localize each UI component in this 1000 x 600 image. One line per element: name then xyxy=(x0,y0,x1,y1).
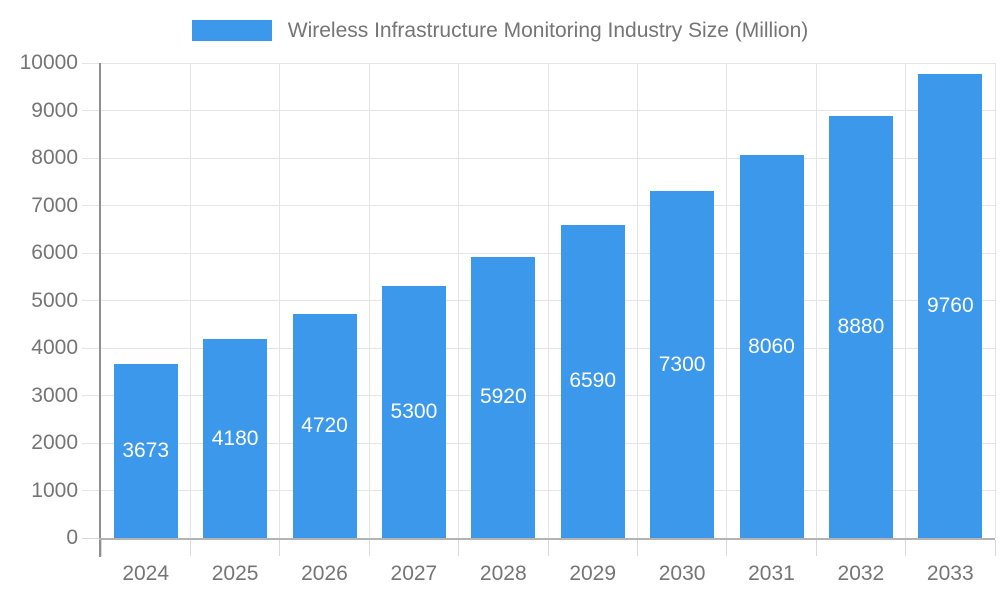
bar-value-label: 7300 xyxy=(658,352,706,376)
y-axis-label: 9000 xyxy=(31,98,78,122)
bar-value-label: 5920 xyxy=(479,385,527,409)
y-axis-label: 1000 xyxy=(31,478,78,502)
y-gridline xyxy=(82,395,995,396)
x-gridline xyxy=(636,63,638,538)
bar-2026[interactable]: 4720 xyxy=(292,313,357,538)
bar-value-label: 4720 xyxy=(301,413,348,437)
bar-value-label: 6590 xyxy=(569,369,617,393)
y-axis-label: 7000 xyxy=(31,193,78,217)
x-gridline xyxy=(368,63,370,538)
x-axis-label: 2025 xyxy=(211,562,259,585)
bar-value-label: 8060 xyxy=(748,334,795,358)
x-axis-label: 2027 xyxy=(390,562,438,585)
x-axis-label: 2024 xyxy=(122,562,170,585)
x-axis-label: 2028 xyxy=(479,562,527,585)
bar-2025[interactable]: 4180 xyxy=(203,339,268,538)
x-gridline xyxy=(547,63,549,538)
x-axis-label: 2031 xyxy=(748,562,795,585)
legend-label: Wireless Infrastructure Monitoring Indus… xyxy=(287,19,809,42)
x-axis-tick xyxy=(994,540,996,556)
bar-value-label: 9760 xyxy=(926,294,974,318)
chart-legend[interactable]: Wireless Infrastructure Monitoring Indus… xyxy=(0,18,1000,43)
y-axis-label: 8000 xyxy=(31,146,78,169)
bar-value-label: 5300 xyxy=(390,400,438,424)
bar-2030[interactable]: 7300 xyxy=(650,191,715,538)
y-gridline xyxy=(82,62,995,64)
x-axis-label: 2026 xyxy=(301,562,348,585)
y-axis-label: 0 xyxy=(66,526,78,549)
x-axis-label: 2032 xyxy=(837,562,885,585)
y-gridline xyxy=(82,442,995,444)
y-gridline xyxy=(82,157,995,159)
y-axis-label: 2000 xyxy=(31,431,78,454)
x-axis-line xyxy=(99,538,995,540)
bar-value-label: 8880 xyxy=(837,315,885,339)
bar-value-label: 3673 xyxy=(122,438,170,462)
x-axis-tick xyxy=(726,540,728,556)
bar-2033[interactable]: 9760 xyxy=(918,74,983,538)
bar-2027[interactable]: 5300 xyxy=(381,286,446,538)
x-axis-label: 2033 xyxy=(926,562,974,585)
x-gridline xyxy=(458,63,460,538)
y-axis-label: 4000 xyxy=(31,336,78,359)
bar-value-label: 4180 xyxy=(211,426,259,450)
x-gridline xyxy=(905,63,907,538)
bar-2031[interactable]: 8060 xyxy=(739,155,804,538)
x-axis-label: 2029 xyxy=(569,562,617,585)
y-gridline xyxy=(82,490,995,491)
x-axis-tick xyxy=(368,540,370,556)
x-gridline xyxy=(279,63,281,538)
bar-2024[interactable]: 3673 xyxy=(113,363,178,538)
bar-2028[interactable]: 5920 xyxy=(471,256,536,538)
bar-2032[interactable]: 8880 xyxy=(828,116,893,538)
y-gridline xyxy=(82,205,995,206)
x-gridline xyxy=(726,63,728,538)
y-axis-label: 6000 xyxy=(31,241,78,264)
y-axis-label: 10000 xyxy=(19,51,78,74)
bar-2029[interactable]: 6590 xyxy=(560,224,625,538)
x-gridline xyxy=(994,63,996,538)
legend-swatch xyxy=(191,20,272,41)
y-axis-line xyxy=(99,63,101,557)
y-gridline xyxy=(82,252,995,254)
x-axis-tick xyxy=(905,540,907,556)
x-axis-label: 2030 xyxy=(658,562,706,585)
y-gridline xyxy=(82,300,995,301)
x-gridline xyxy=(815,63,817,538)
x-axis-tick xyxy=(547,540,549,556)
x-axis-tick xyxy=(100,540,102,556)
x-gridline xyxy=(189,63,191,538)
x-axis-tick xyxy=(636,540,638,556)
x-axis-tick xyxy=(815,540,817,556)
y-axis-label: 5000 xyxy=(31,288,78,312)
y-axis-label: 3000 xyxy=(31,383,78,407)
y-gridline xyxy=(82,347,995,349)
y-axis-tick xyxy=(82,537,100,539)
x-axis-tick xyxy=(458,540,460,556)
x-axis-tick xyxy=(189,540,191,556)
y-gridline xyxy=(82,110,995,111)
x-axis-tick xyxy=(279,540,281,556)
